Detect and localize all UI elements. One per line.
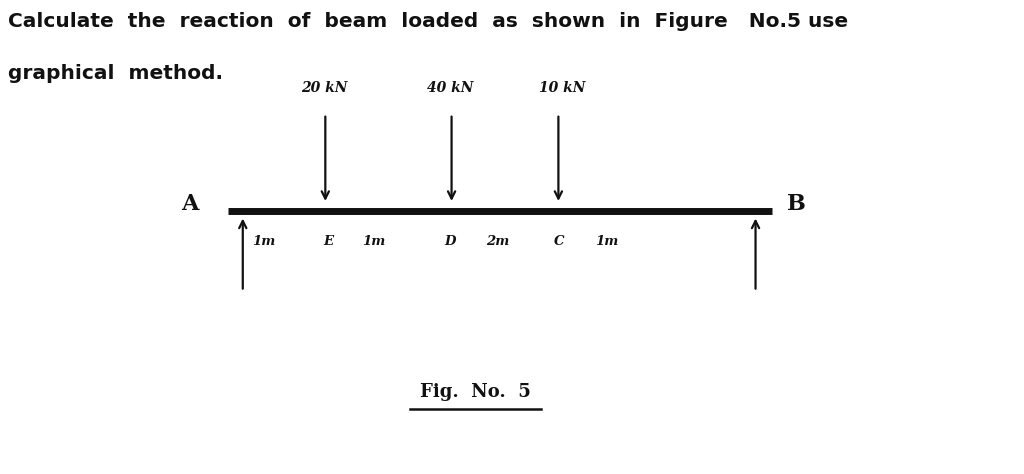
Text: Fig.  No.  5: Fig. No. 5	[421, 383, 531, 401]
Text: 1m: 1m	[595, 235, 618, 248]
Text: 1m: 1m	[362, 235, 385, 248]
Text: 10 kN: 10 kN	[539, 81, 586, 95]
Text: Calculate  the  reaction  of  beam  loaded  as  shown  in  Figure   No.5 use: Calculate the reaction of beam loaded as…	[8, 12, 848, 31]
Text: D: D	[443, 235, 456, 248]
Text: 40 kN: 40 kN	[427, 81, 474, 95]
Text: 2m: 2m	[485, 235, 509, 248]
Text: 20 kN: 20 kN	[301, 81, 347, 95]
Text: A: A	[180, 193, 198, 215]
Text: B: B	[786, 193, 806, 215]
Text: E: E	[324, 235, 333, 248]
Text: 1m: 1m	[253, 235, 275, 248]
Text: graphical  method.: graphical method.	[8, 64, 223, 83]
Text: C: C	[554, 235, 564, 248]
